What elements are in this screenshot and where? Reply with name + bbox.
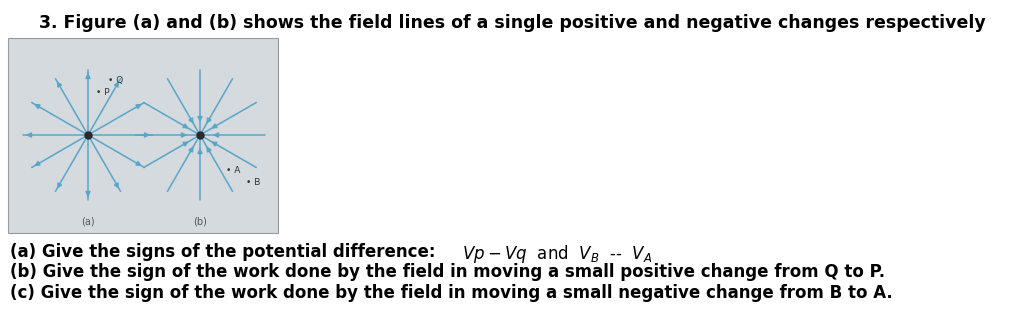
Text: • A: • A	[226, 166, 241, 175]
Text: (a) Give the signs of the potential difference:: (a) Give the signs of the potential diff…	[10, 243, 447, 261]
Bar	[8, 38, 278, 233]
Text: (a): (a)	[81, 217, 95, 227]
Text: • P: • P	[96, 88, 110, 97]
Text: $\mathit{Vp} - \mathit{Vq}$  and  $V_B$  --  $V_A$: $\mathit{Vp} - \mathit{Vq}$ and $V_B$ --…	[462, 243, 652, 265]
Text: • Q: • Q	[108, 76, 123, 85]
Text: (c) Give the sign of the work done by the field in moving a small negative chang: (c) Give the sign of the work done by th…	[10, 284, 893, 302]
Text: • B: • B	[246, 178, 260, 187]
Text: (b) Give the sign of the work done by the field in moving a small positive chang: (b) Give the sign of the work done by th…	[10, 263, 885, 281]
Text: (b): (b)	[194, 217, 207, 227]
Text: 3. Figure (a) and (b) shows the field lines of a single positive and negative ch: 3. Figure (a) and (b) shows the field li…	[39, 14, 985, 32]
